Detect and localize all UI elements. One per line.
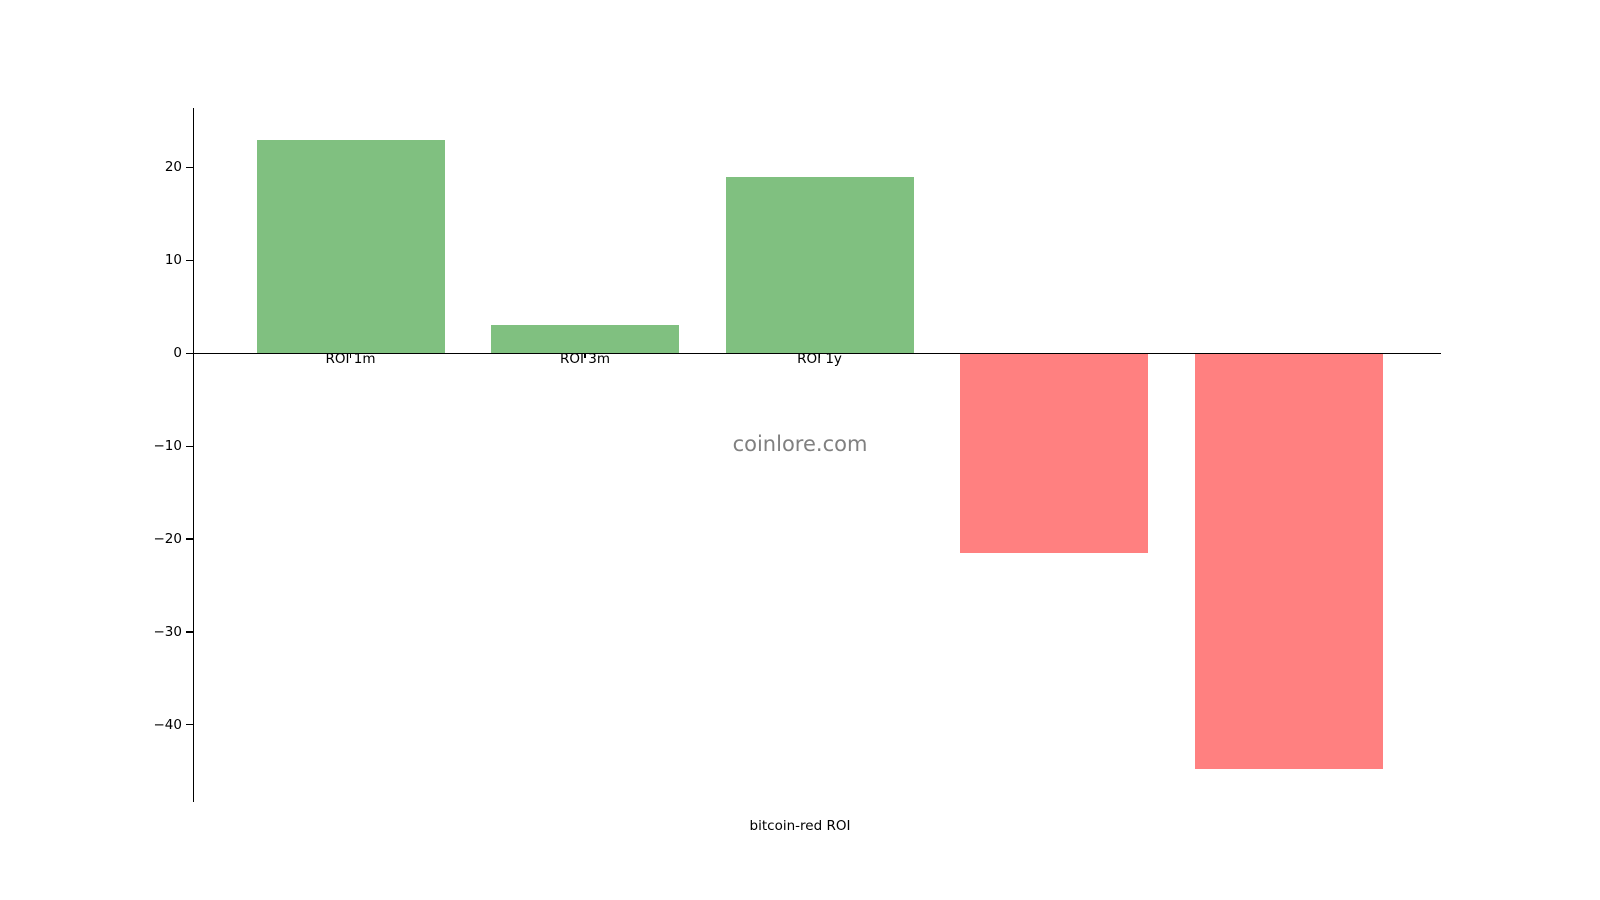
x-axis-title: bitcoin-red ROI [749, 818, 851, 834]
x-tick-mark [818, 353, 821, 359]
y-tick-mark [186, 631, 193, 633]
bar-4 [960, 353, 1148, 553]
x-tick-label: ROI 1m [325, 351, 376, 368]
y-tick-mark [186, 352, 193, 354]
watermark: coinlore.com [732, 432, 868, 456]
x-tick-mark [349, 353, 352, 359]
bar-2 [491, 325, 679, 354]
y-tick-label: −10 [153, 438, 183, 455]
x-tick-label: ROI 3m [559, 351, 611, 368]
y-tick-label: 20 [164, 159, 182, 176]
y-tick-label: −40 [153, 716, 183, 733]
y-tick-label: −30 [153, 623, 183, 640]
y-axis-spine [193, 108, 195, 802]
y-tick-label: 10 [164, 252, 182, 269]
bar-1 [256, 139, 445, 354]
y-tick-mark [186, 445, 193, 447]
x-axis-zero-line [193, 352, 1441, 354]
bar-5 [1194, 353, 1383, 769]
y-tick-mark [186, 166, 193, 169]
y-tick-label: 0 [173, 345, 182, 362]
y-tick-mark [186, 538, 193, 540]
x-tick-label: ROI 1y [797, 351, 842, 368]
bar-3 [725, 176, 914, 354]
y-tick-mark [186, 259, 193, 261]
y-tick-mark [186, 724, 193, 726]
x-tick-mark [584, 353, 586, 359]
y-tick-label: −20 [153, 531, 183, 548]
